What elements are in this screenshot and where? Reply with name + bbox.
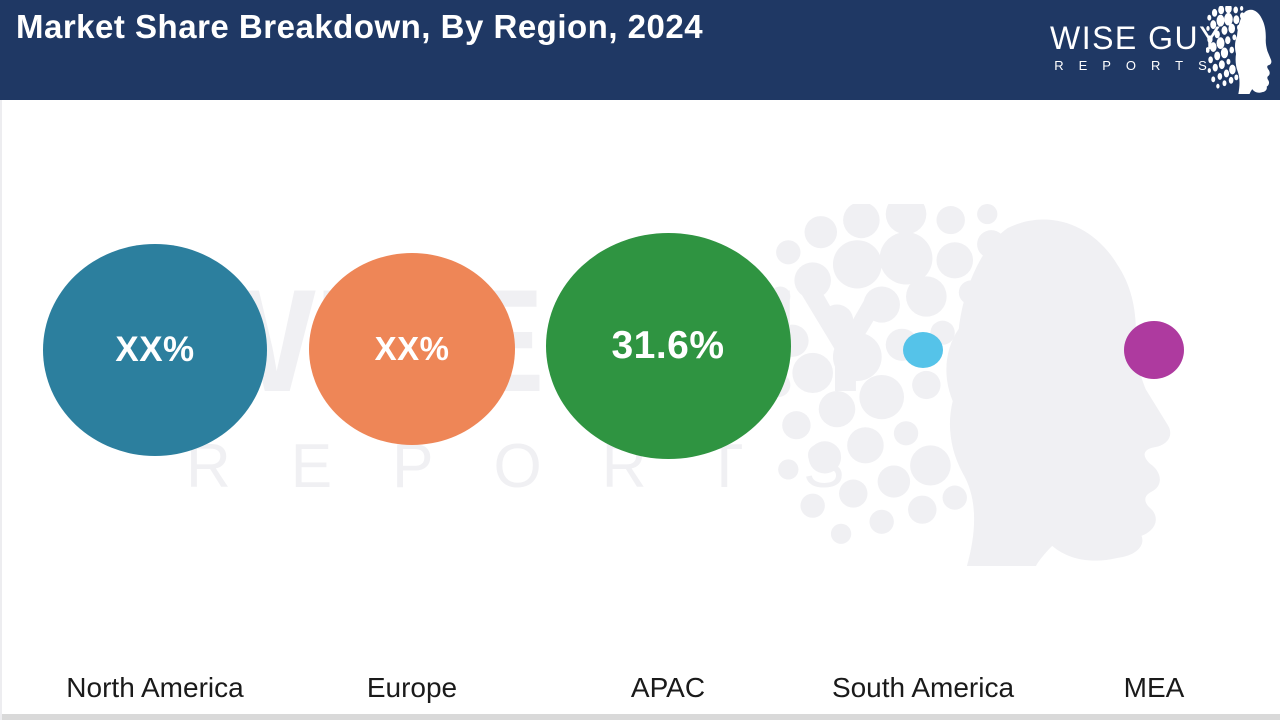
bubble-value-apac: 31.6% [611, 324, 725, 367]
bubble-value-north-america: XX% [115, 330, 195, 369]
region-label-north-america: North America [66, 672, 244, 703]
logo-text-block: WISE GUY REPORTS [1049, 20, 1222, 73]
region-label-europe: Europe [366, 672, 458, 703]
bubble-apac: 31.6% [545, 233, 791, 459]
bubble-value-europe: XX% [374, 330, 450, 367]
region-label-apac: APAC [630, 672, 706, 703]
region-label-mea: MEA [1123, 672, 1185, 703]
chart-area: WISE GUY REPORTS XX% North America XX% Euro… [0, 100, 1280, 720]
head-silhouette-icon [1206, 6, 1272, 94]
bubble-mea [1124, 321, 1184, 379]
logo-brand-text: WISE GUY [1049, 20, 1222, 56]
region-label-south-america: South America [831, 672, 1015, 703]
bubble-chart: XX% North America XX% Europe 31.6% APAC South … [2, 100, 1280, 720]
bubble-north-america: XX% [43, 244, 267, 456]
bubble-europe: XX% [309, 253, 515, 445]
page-title: Market Share Breakdown, By Region, 2024 [16, 8, 704, 45]
bottom-strip [2, 714, 1280, 720]
logo-tagline-text: REPORTS [1054, 57, 1222, 73]
header-bar: Market Share Breakdown, By Region, 2024 … [0, 0, 1280, 100]
brand-logo: WISE GUY REPORTS [1049, 6, 1272, 94]
bubble-south-america [903, 332, 943, 368]
watermark-tagline-text: REPORTS [186, 432, 905, 501]
